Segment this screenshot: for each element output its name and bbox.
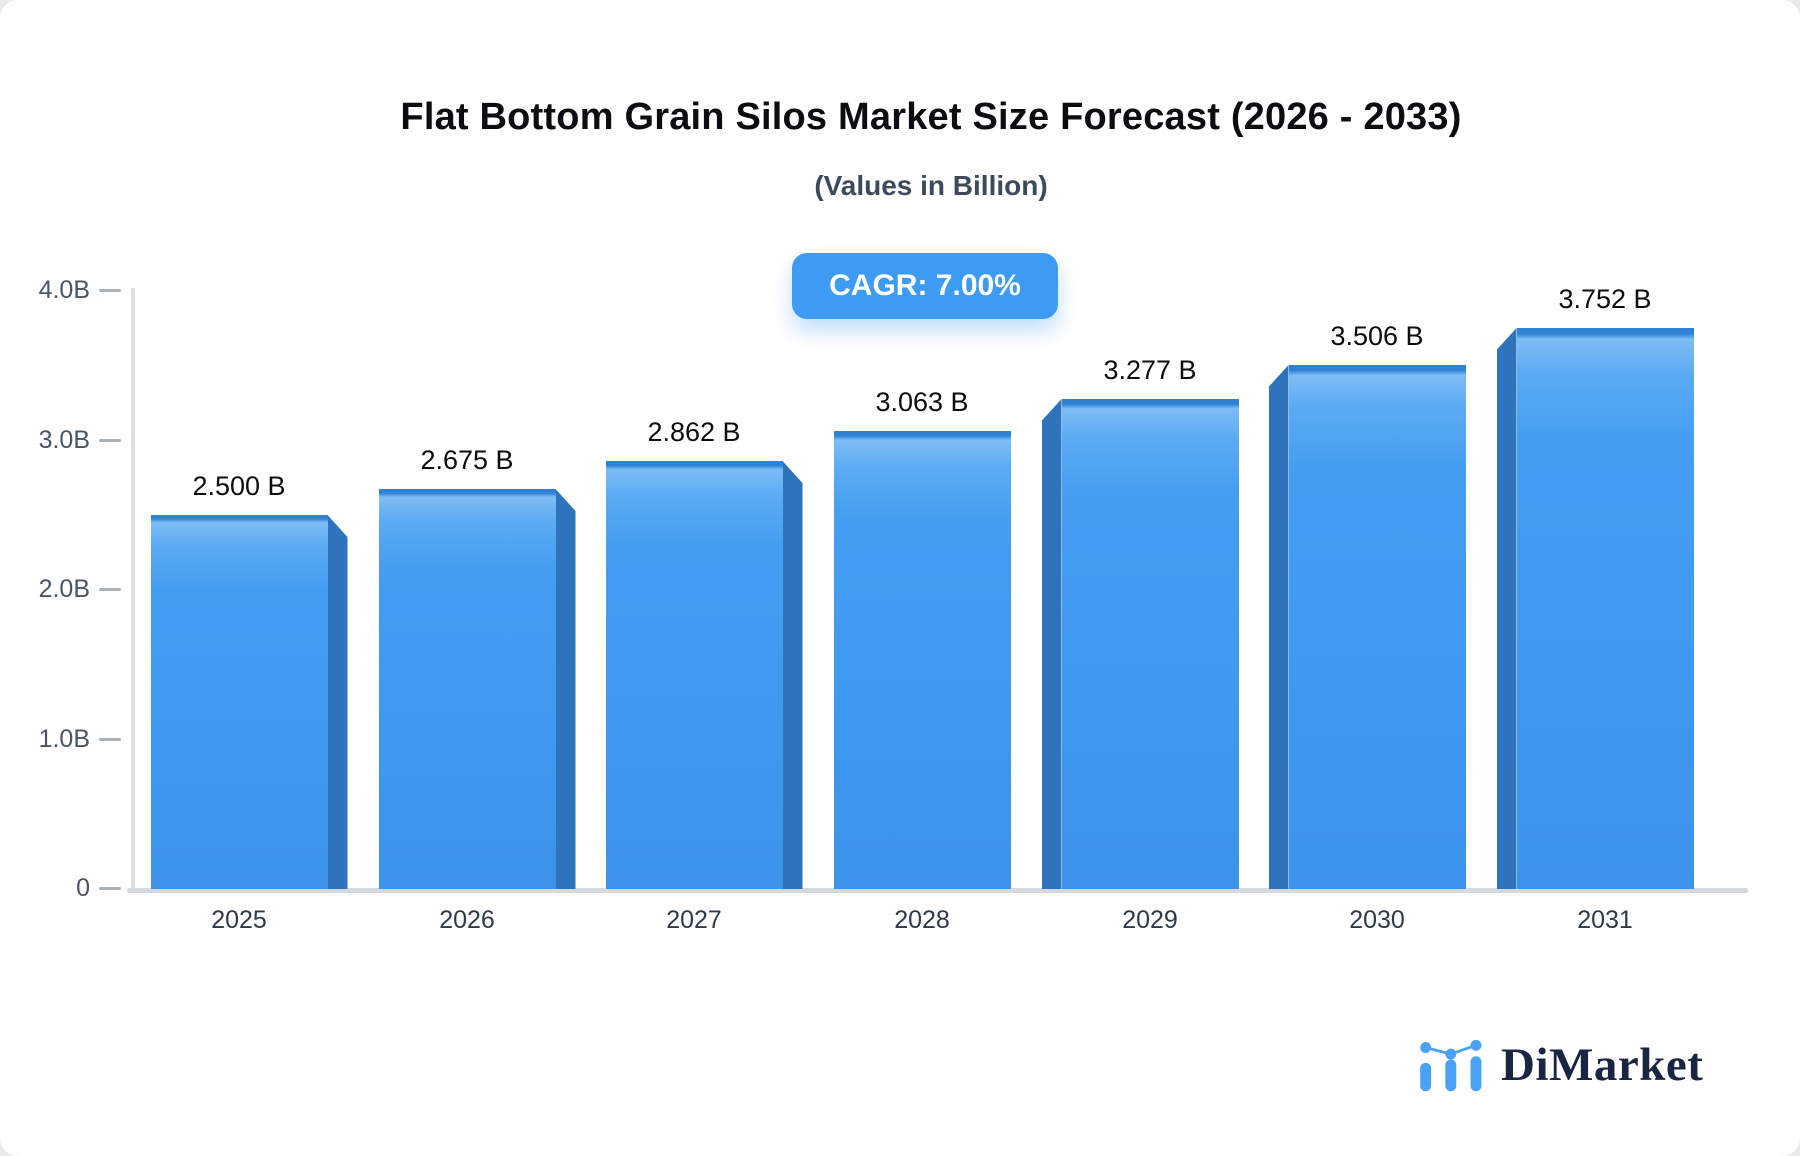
- x-axis-baseline: [127, 888, 1748, 893]
- y-tick-label: 4.0B: [38, 276, 90, 304]
- bar-3d-side: [1041, 399, 1062, 889]
- bar-value-label: 3.752 B: [1558, 284, 1652, 314]
- bar: [1516, 328, 1694, 889]
- chart-subtitle: (Values in Billion): [814, 170, 1048, 201]
- bar: [1061, 399, 1239, 889]
- x-tick-label: 2031: [1577, 906, 1633, 934]
- x-tick-label: 2026: [439, 906, 495, 934]
- mini-bar-chart-icon: [1420, 1039, 1482, 1092]
- bar-3d-side: [327, 515, 348, 889]
- y-tick-label: 0: [76, 874, 90, 902]
- y-tick-label: 1.0B: [38, 724, 90, 753]
- y-axis-line: [131, 288, 135, 891]
- bar-value-label: 2.500 B: [192, 471, 286, 501]
- bar-value-label: 3.063 B: [875, 387, 969, 417]
- bar: [1288, 365, 1466, 889]
- bar-3d-side: [782, 461, 803, 889]
- bar: [378, 489, 556, 889]
- chart-title: Flat Bottom Grain Silos Market Size Fore…: [400, 96, 1462, 138]
- bar-value-label: 2.862 B: [647, 417, 741, 447]
- y-tick-dash: [99, 438, 121, 442]
- bar-value-label: 2.675 B: [420, 445, 514, 475]
- bar-3d-side: [1268, 365, 1289, 889]
- brand-name: DiMarket: [1501, 1039, 1704, 1091]
- bar: [833, 431, 1011, 889]
- x-tick-label: 2030: [1349, 906, 1405, 934]
- y-tick-dash: [99, 737, 121, 741]
- x-tick-label: 2029: [1122, 906, 1178, 934]
- y-tick-dash: [99, 588, 121, 591]
- cagr-badge: CAGR: 7.00%: [792, 253, 1058, 319]
- bar-value-label: 3.506 B: [1330, 321, 1424, 351]
- y-tick-label: 3.0B: [38, 425, 90, 454]
- brand-logo: DiMarket: [1418, 1034, 1703, 1096]
- bar-3d-side: [1496, 328, 1517, 889]
- bar: [150, 515, 328, 889]
- bar-value-label: 3.277 B: [1103, 355, 1197, 385]
- y-tick-dash: [99, 289, 121, 292]
- bar-3d-side: [555, 489, 576, 889]
- bar: [605, 461, 783, 889]
- x-tick-label: 2027: [666, 906, 722, 934]
- cagr-badge-label: CAGR: 7.00%: [829, 269, 1021, 302]
- x-tick-label: 2025: [211, 906, 267, 934]
- y-tick-dash: [99, 887, 121, 890]
- y-tick-label: 2.0B: [38, 575, 90, 603]
- x-tick-label: 2028: [894, 906, 950, 934]
